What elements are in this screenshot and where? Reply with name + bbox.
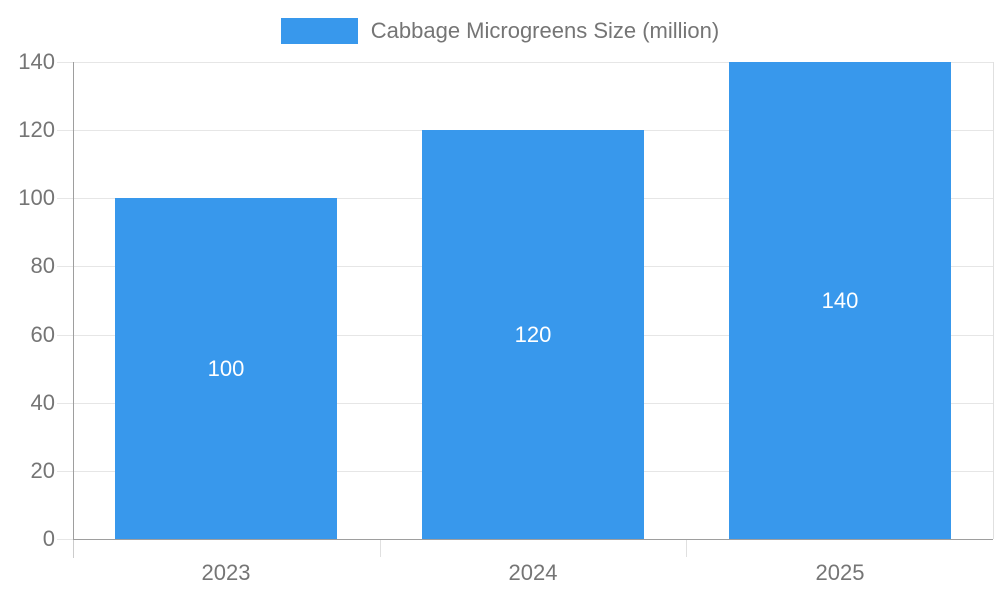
plot-right-border <box>993 62 994 539</box>
y-axis-tick-label: 60 <box>30 322 55 347</box>
category-boundary-tick <box>380 539 381 557</box>
bar-data-label: 100 <box>207 356 245 381</box>
x-axis-tick-label: 2024 <box>508 560 558 585</box>
y-axis-tick-label: 100 <box>18 185 55 210</box>
bar[interactable] <box>729 62 951 539</box>
bar[interactable] <box>115 198 337 539</box>
gridline <box>57 62 993 63</box>
y-axis-tick-label: 120 <box>18 117 55 142</box>
x-axis-tick-label: 2025 <box>815 560 865 585</box>
bar-data-label: 140 <box>821 288 859 313</box>
y-axis-tick-label: 140 <box>18 49 55 74</box>
legend: Cabbage Microgreens Size (million) <box>0 14 1000 48</box>
bar[interactable] <box>422 130 644 539</box>
y-axis-line-extension <box>73 539 74 558</box>
bar-data-label: 120 <box>514 322 552 347</box>
x-axis-line <box>73 539 993 540</box>
y-axis-tick-label: 80 <box>30 253 55 278</box>
x-axis-tick-label: 2023 <box>201 560 251 585</box>
y-axis-tick-label: 0 <box>42 526 55 551</box>
y-axis-line <box>73 62 74 539</box>
y-axis-tick-label: 40 <box>30 390 55 415</box>
y-axis-tick-label: 20 <box>30 458 55 483</box>
legend-swatch[interactable] <box>280 18 358 44</box>
category-boundary-tick <box>686 539 687 557</box>
legend-label: Cabbage Microgreens Size (million) <box>370 18 720 43</box>
